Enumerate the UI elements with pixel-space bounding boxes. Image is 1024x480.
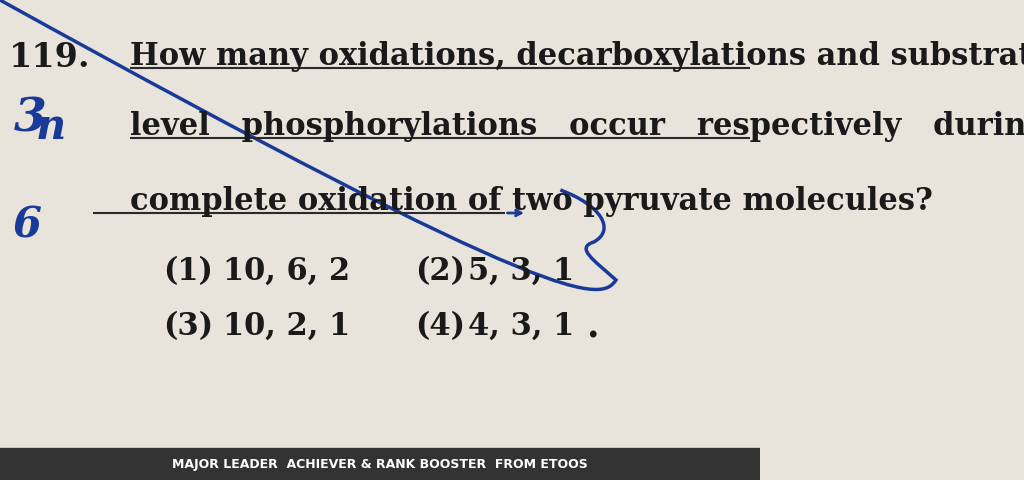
Text: 10, 6, 2: 10, 6, 2	[222, 255, 350, 287]
Text: 3: 3	[13, 96, 46, 142]
Text: complete oxidation of two pyruvate molecules?: complete oxidation of two pyruvate molec…	[130, 186, 933, 216]
Text: (3): (3)	[163, 311, 213, 341]
Text: (4): (4)	[416, 311, 466, 341]
Text: 5, 3, 1: 5, 3, 1	[468, 255, 573, 287]
Text: 119.: 119.	[9, 41, 90, 74]
Text: 4, 3, 1: 4, 3, 1	[468, 311, 573, 341]
Text: 10, 2, 1: 10, 2, 1	[222, 311, 350, 341]
Text: (2): (2)	[416, 255, 466, 287]
Text: MAJOR LEADER  ACHIEVER & RANK BOOSTER  FROM ETOOS: MAJOR LEADER ACHIEVER & RANK BOOSTER FRO…	[172, 457, 588, 470]
Bar	[0, 448, 760, 480]
Text: .: .	[587, 311, 599, 344]
Text: How many oxidations, decarboxylations and substrate: How many oxidations, decarboxylations an…	[130, 41, 1024, 72]
Text: (1): (1)	[163, 255, 213, 287]
Text: 6: 6	[13, 204, 42, 245]
Text: level   phosphorylations   occur   respectively   during: level phosphorylations occur respectivel…	[130, 111, 1024, 142]
Text: n: n	[36, 106, 66, 148]
